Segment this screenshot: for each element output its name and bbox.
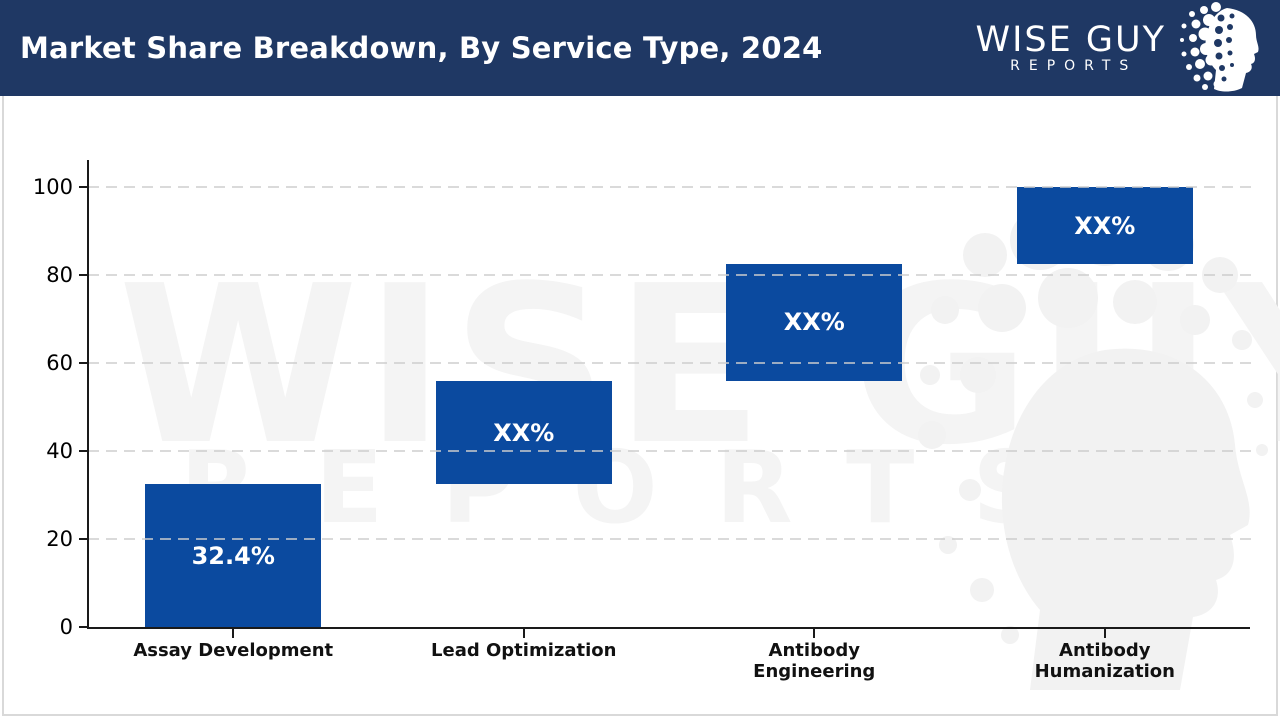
y-tick-label-40: 40	[46, 439, 73, 463]
x-category-label-4: Antibody Humanization	[1034, 640, 1175, 682]
gridline-y-60	[88, 362, 1254, 364]
x-category-label-3: Antibody Engineering	[753, 640, 876, 682]
brand-head-dots-icon	[1180, 2, 1259, 92]
y-tick-80	[79, 274, 88, 276]
bar-value-label-3: XX%	[783, 308, 845, 337]
x-tick-1	[232, 629, 235, 638]
bar-2: XX%	[435, 380, 612, 485]
chart-title: Market Share Breakdown, By Service Type,…	[20, 31, 823, 65]
gridline-y-20	[88, 538, 1254, 540]
y-tick-label-0: 0	[59, 615, 73, 639]
x-tick-4	[1103, 629, 1106, 638]
y-tick-100	[79, 186, 88, 188]
brand-logo: WISE GUY REPORTS	[975, 2, 1262, 94]
bar-1: 32.4%	[145, 484, 322, 627]
gridline-y-40	[88, 450, 1254, 452]
y-tick-label-20: 20	[46, 527, 73, 551]
x-category-label-2: Lead Optimization	[431, 640, 617, 661]
x-category-label-1: Assay Development	[133, 640, 334, 661]
bar-value-label-2: XX%	[493, 418, 555, 447]
x-tick-2	[522, 629, 525, 638]
y-tick-60	[79, 362, 88, 364]
x-axis-line	[87, 627, 1250, 629]
brand-name: WISE GUY	[975, 19, 1166, 60]
y-tick-20	[79, 538, 88, 540]
y-tick-40	[79, 450, 88, 452]
y-axis-line	[87, 160, 89, 629]
x-tick-3	[813, 629, 816, 638]
bar-value-label-1: 32.4%	[191, 541, 275, 570]
bar-3: XX%	[726, 264, 903, 381]
bar-value-label-4: XX%	[1074, 211, 1136, 240]
brand-logo-text: WISE GUY REPORTS	[975, 19, 1166, 75]
content-frame	[2, 96, 1278, 716]
y-tick-label-80: 80	[46, 263, 73, 287]
y-tick-label-60: 60	[46, 351, 73, 375]
brand-subname: REPORTS	[1010, 58, 1138, 75]
watermark-text-line2: REPORTS	[180, 429, 1103, 546]
gridline-y-100	[88, 186, 1254, 188]
bar-4: XX%	[1016, 187, 1193, 264]
y-tick-0	[79, 626, 88, 628]
gridline-y-80	[88, 274, 1254, 276]
header-bar: Market Share Breakdown, By Service Type,…	[0, 0, 1280, 96]
y-tick-label-100: 100	[32, 175, 73, 199]
